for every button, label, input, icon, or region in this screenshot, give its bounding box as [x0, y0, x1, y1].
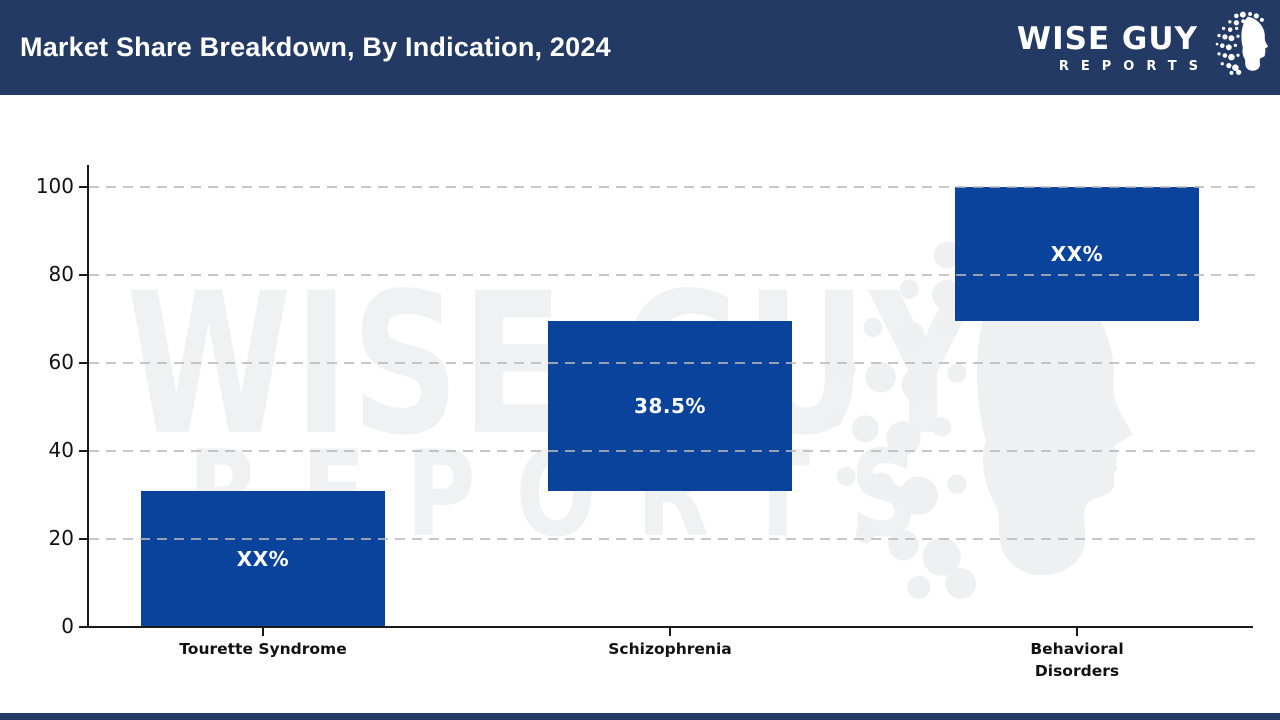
- y-tick-label-80: 80: [48, 262, 74, 286]
- bar-value-label: XX%: [1050, 242, 1104, 267]
- gridline-80: [89, 274, 1262, 276]
- footer-bar: [0, 713, 1280, 720]
- bar-behavioral-disorders: XX%: [955, 187, 1199, 322]
- x-tick-0: [262, 628, 264, 636]
- y-tick-20: [79, 538, 88, 540]
- y-tick-label-0: 0: [61, 614, 74, 638]
- bar-schizophrenia: 38.5%: [548, 321, 792, 491]
- bar-value-label: 38.5%: [634, 393, 706, 418]
- x-tick-label-0: Tourette Syndrome: [179, 640, 347, 658]
- gridline-100: [89, 186, 1262, 188]
- bar-tourette-syndrome: XX%: [141, 490, 385, 627]
- wiseguy-logo-name: WISE GUY: [1016, 21, 1198, 58]
- gridline-60: [89, 362, 1262, 364]
- x-tick-label-1: Schizophrenia: [608, 640, 732, 658]
- x-axis: [87, 626, 1253, 628]
- y-axis: [87, 165, 89, 628]
- y-tick-80: [79, 274, 88, 276]
- x-tick-label-2: Behavioral Disorders: [1030, 640, 1124, 680]
- y-tick-0: [79, 626, 88, 628]
- x-tick-1: [669, 628, 671, 636]
- y-tick-label-20: 20: [48, 526, 74, 550]
- header-bar: Market Share Breakdown, By Indication, 2…: [0, 0, 1280, 95]
- gridline-40: [89, 450, 1262, 452]
- y-tick-label-40: 40: [48, 438, 74, 462]
- wiseguy-face-icon: [1215, 11, 1269, 75]
- y-tick-label-60: 60: [48, 350, 74, 374]
- wiseguy-logo: WISE GUY REPORTS: [1017, 4, 1274, 92]
- y-tick-label-100: 100: [35, 174, 74, 198]
- wiseguy-logo-subtitle: REPORTS: [1058, 58, 1210, 74]
- gridline-20: [89, 538, 1262, 540]
- wiseguy-logo-text: WISE GUY REPORTS: [1017, 22, 1198, 73]
- chart-title: Market Share Breakdown, By Indication, 2…: [20, 32, 611, 62]
- y-tick-100: [79, 186, 88, 188]
- bar-value-label: XX%: [236, 546, 290, 571]
- x-tick-2: [1076, 628, 1078, 636]
- y-tick-40: [79, 450, 88, 452]
- y-tick-60: [79, 362, 88, 364]
